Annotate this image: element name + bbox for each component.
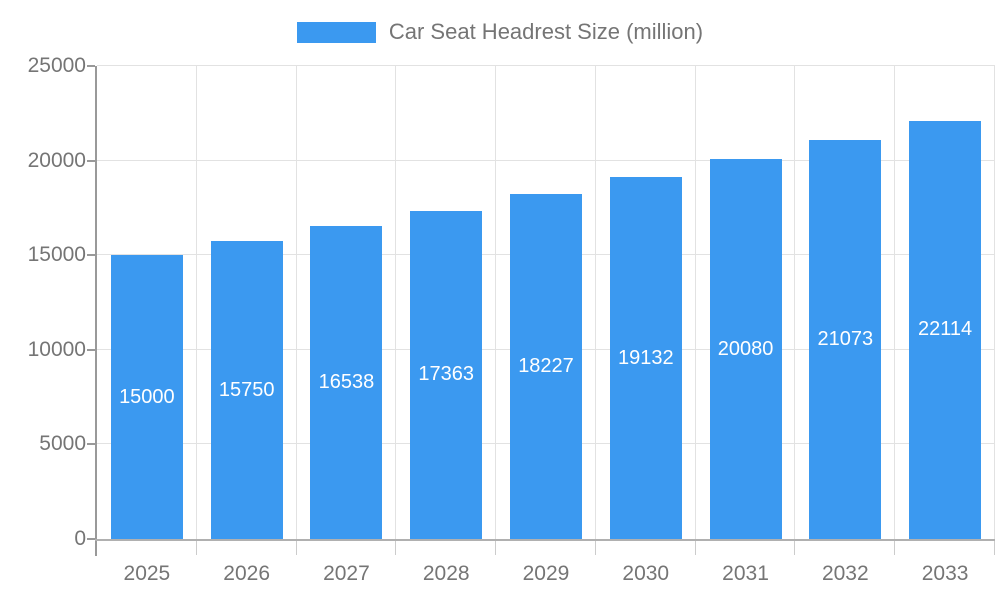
y-axis-tick — [87, 538, 95, 540]
x-axis-tick — [495, 541, 497, 555]
bar-value-label: 15000 — [119, 385, 175, 408]
legend-label[interactable]: Car Seat Headrest Size (million) — [388, 19, 704, 44]
y-axis-tick — [87, 65, 95, 67]
x-axis-label: 2027 — [323, 562, 370, 585]
grid-line-vertical — [994, 66, 995, 539]
x-axis-label: 2029 — [522, 562, 570, 585]
bar-value-label: 19132 — [617, 346, 674, 369]
y-axis-label: 5000 — [39, 432, 86, 456]
bar[interactable]: 19132 — [609, 177, 682, 539]
y-axis-label: 0 — [74, 527, 86, 550]
y-axis-label: 25000 — [27, 54, 86, 77]
bar[interactable]: 15750 — [210, 241, 283, 539]
x-axis-tick — [894, 541, 896, 555]
y-axis-tick — [87, 159, 95, 162]
bar-value-label: 18227 — [518, 355, 574, 378]
bar[interactable]: 22114 — [909, 120, 982, 539]
y-axis-label: 10000 — [27, 337, 86, 361]
x-axis-line — [95, 539, 995, 541]
grid-line-vertical — [295, 66, 297, 539]
bar[interactable]: 20080 — [709, 159, 782, 539]
grid-line-vertical — [495, 66, 497, 539]
legend[interactable]: Car Seat Headrest Size (million) — [0, 21, 1000, 43]
bar-value-label: 16538 — [318, 371, 375, 394]
grid-line-horizontal — [97, 159, 995, 161]
x-axis-label: 2033 — [921, 562, 969, 585]
x-axis-tick — [594, 541, 596, 555]
x-axis-label: 2032 — [821, 562, 869, 585]
bar[interactable]: 17363 — [410, 210, 483, 539]
y-axis-line — [95, 66, 97, 556]
bar-value-label: 20080 — [717, 337, 774, 360]
grid-line-vertical — [195, 66, 197, 539]
x-axis-tick — [994, 541, 995, 555]
bar-value-label: 21073 — [817, 328, 874, 351]
y-axis-label: 20000 — [27, 148, 86, 172]
bar-value-label: 17363 — [418, 363, 475, 386]
legend-swatch-icon[interactable] — [296, 21, 376, 43]
bar-value-label: 15750 — [218, 378, 275, 401]
x-axis-tick — [395, 541, 397, 555]
grid-line-vertical — [894, 66, 896, 539]
x-axis-label: 2030 — [622, 562, 670, 585]
bar[interactable]: 18227 — [510, 194, 582, 539]
x-axis-tick — [794, 541, 796, 555]
x-axis-label: 2026 — [223, 562, 270, 585]
x-axis-label: 2031 — [722, 562, 769, 585]
x-axis-tick — [694, 541, 696, 555]
x-axis-tick — [295, 541, 297, 555]
x-axis-tick — [195, 541, 197, 555]
grid-line-vertical — [594, 66, 596, 539]
bar[interactable]: 15000 — [110, 255, 183, 539]
grid-line-vertical — [694, 66, 696, 539]
bars-container: 15000 15750 16538 17363 18227 19132 20080 21073… — [97, 66, 995, 539]
y-axis-tick — [87, 348, 95, 351]
x-axis-label: 2028 — [422, 562, 470, 585]
bar-value-label: 22114 — [918, 318, 973, 341]
y-axis-label: 15000 — [27, 243, 86, 267]
y-axis-tick — [87, 443, 95, 446]
bar[interactable]: 16538 — [310, 226, 383, 539]
x-axis-label: 2025 — [123, 562, 171, 585]
grid-line-vertical — [395, 66, 397, 539]
bar[interactable]: 21073 — [809, 140, 882, 539]
grid-line-horizontal — [97, 65, 995, 66]
y-axis-tick — [87, 254, 95, 257]
grid-line-vertical — [794, 66, 796, 539]
